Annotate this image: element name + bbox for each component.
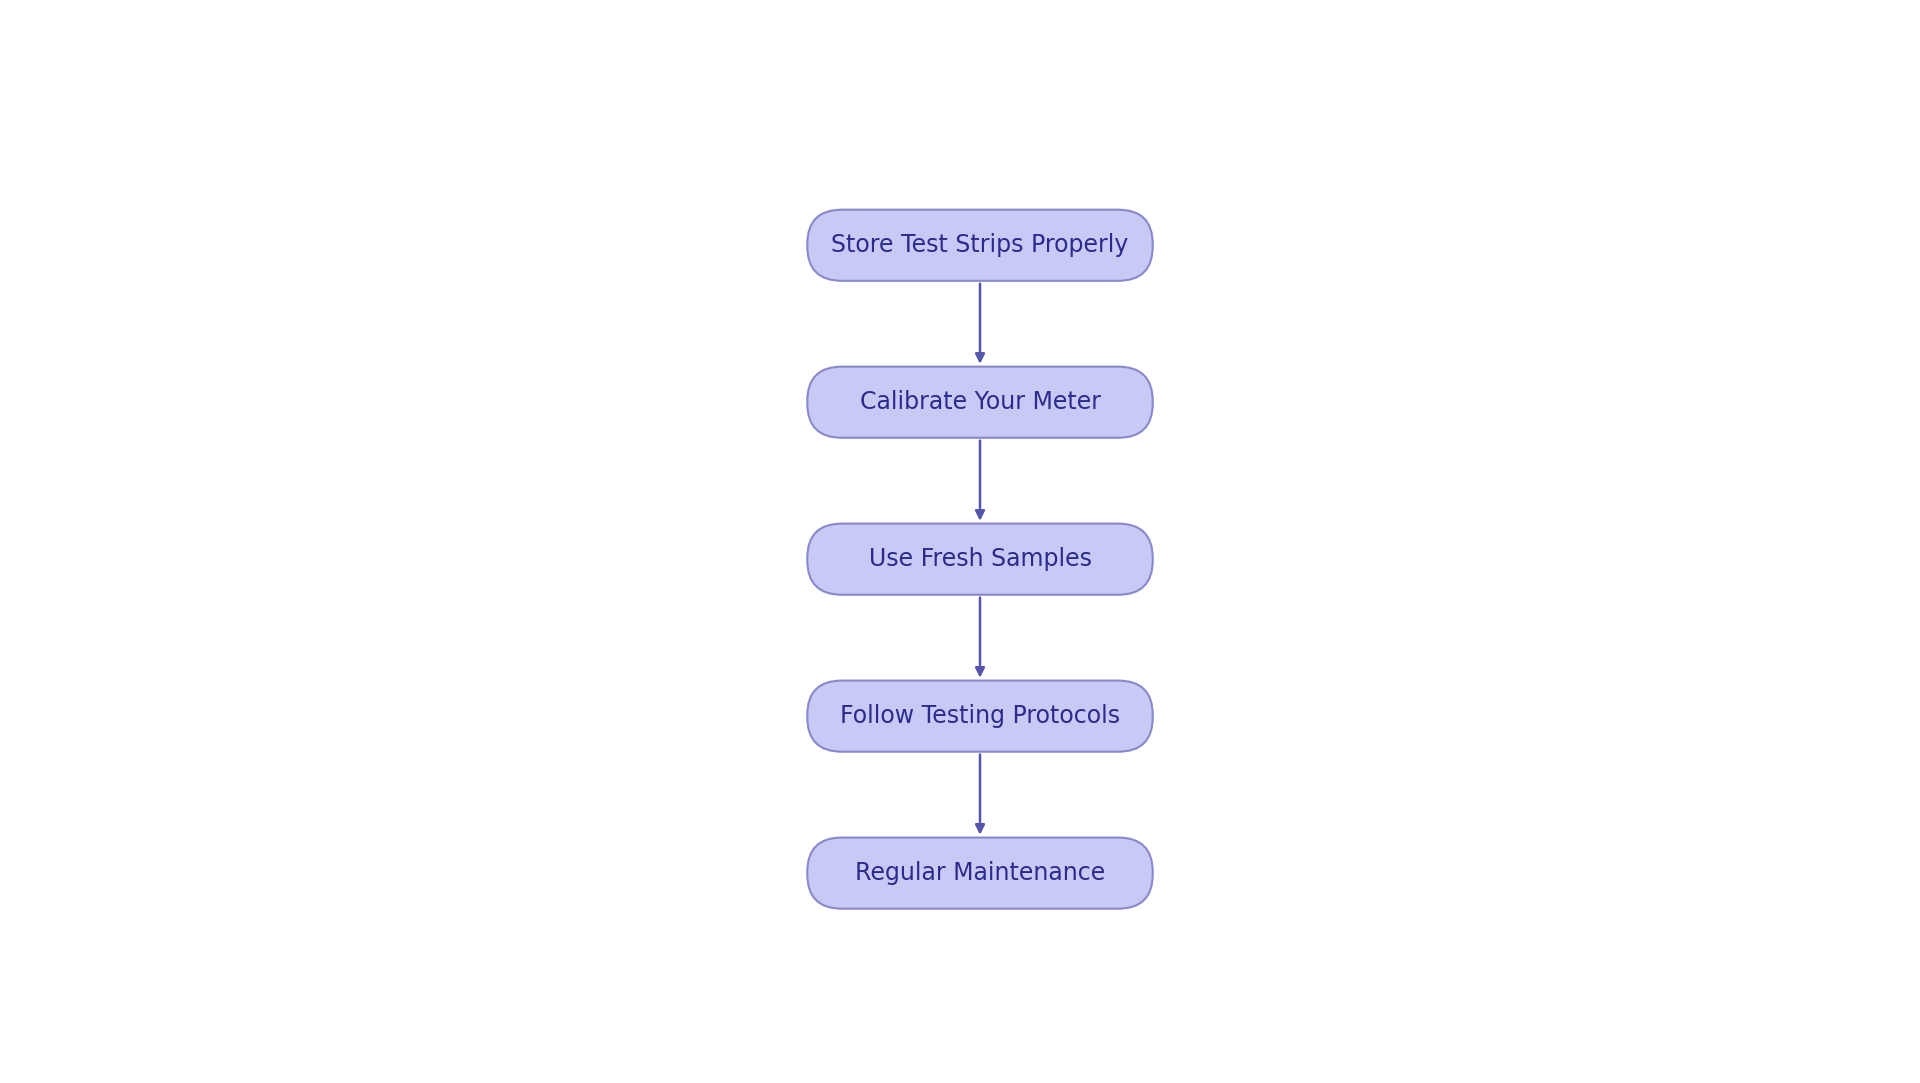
Text: Follow Testing Protocols: Follow Testing Protocols [839,704,1119,728]
FancyBboxPatch shape [806,680,1152,752]
FancyBboxPatch shape [806,837,1152,909]
Text: Store Test Strips Properly: Store Test Strips Properly [831,233,1129,258]
Text: Calibrate Your Meter: Calibrate Your Meter [860,390,1100,414]
Text: Regular Maintenance: Regular Maintenance [854,861,1106,885]
Text: Use Fresh Samples: Use Fresh Samples [868,547,1091,571]
FancyBboxPatch shape [806,523,1152,595]
FancyBboxPatch shape [806,367,1152,438]
FancyBboxPatch shape [806,210,1152,280]
